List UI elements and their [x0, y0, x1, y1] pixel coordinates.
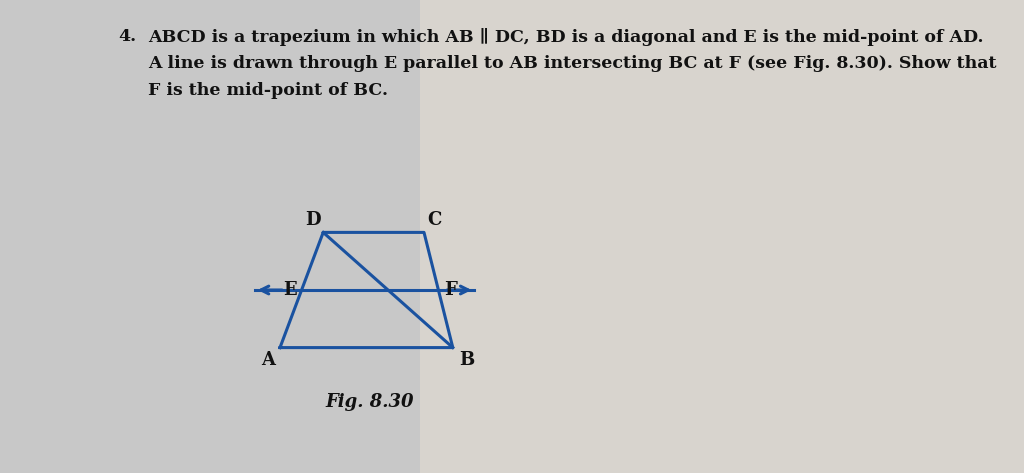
Text: F: F — [444, 281, 457, 299]
Text: C: C — [427, 211, 441, 229]
Text: Fig. 8.30: Fig. 8.30 — [326, 393, 415, 411]
Text: A line is drawn through E parallel to AB intersecting BC at F (see Fig. 8.30). S: A line is drawn through E parallel to AB… — [148, 55, 996, 72]
Text: A: A — [261, 350, 275, 368]
Text: ABCD is a trapezium in which AB ∥ DC, BD is a diagonal and E is the mid-point of: ABCD is a trapezium in which AB ∥ DC, BD… — [148, 28, 983, 46]
Text: 4.: 4. — [118, 28, 136, 45]
Text: F is the mid-point of BC.: F is the mid-point of BC. — [148, 82, 388, 99]
Bar — [420, 0, 1024, 473]
Text: D: D — [305, 211, 321, 229]
Text: E: E — [283, 281, 296, 299]
Text: B: B — [459, 350, 474, 368]
